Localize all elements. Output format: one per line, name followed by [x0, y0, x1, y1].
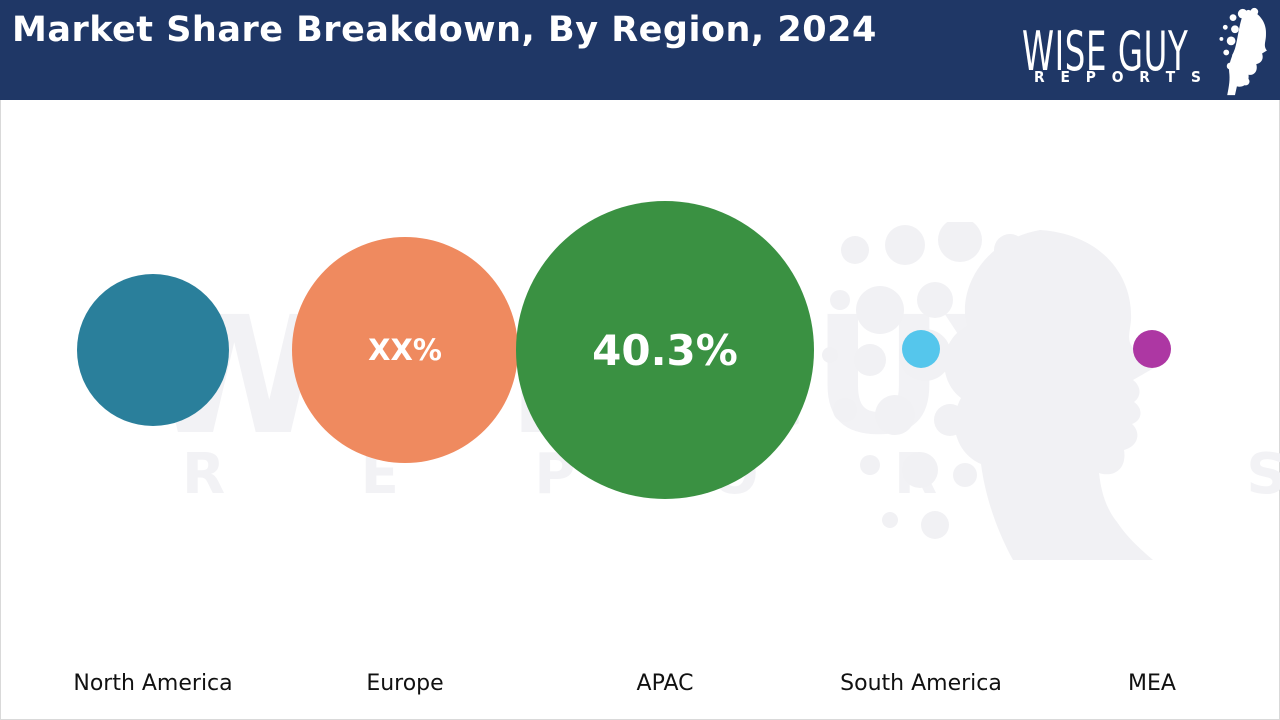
category-label-north-america: North America [73, 671, 233, 696]
wiseguy-head-icon [1219, 7, 1267, 96]
bubble-value-label: XX% [368, 333, 442, 367]
bubble-north-america [77, 274, 229, 426]
category-label-mea: MEA [1128, 671, 1176, 696]
wiseguy-logo: WISE GUY R E P O R T S [1022, 0, 1272, 100]
logo-wordmark: WISE GUY [1022, 20, 1189, 83]
category-label-europe: Europe [366, 671, 444, 696]
bubble-mea [1133, 330, 1171, 368]
bubble-europe: XX% [292, 237, 518, 463]
logo-subtitle: R E P O R T S [1034, 68, 1207, 86]
bubble-value-label: 40.3% [592, 325, 738, 375]
category-label-apac: APAC [636, 671, 694, 696]
header-bar: Market Share Breakdown, By Region, 2024 … [0, 0, 1280, 100]
category-label-south-america: South America [840, 671, 1002, 696]
page-title: Market Share Breakdown, By Region, 2024 [12, 10, 877, 50]
bubble-apac: 40.3% [516, 201, 814, 499]
bubble-south-america [902, 330, 940, 368]
